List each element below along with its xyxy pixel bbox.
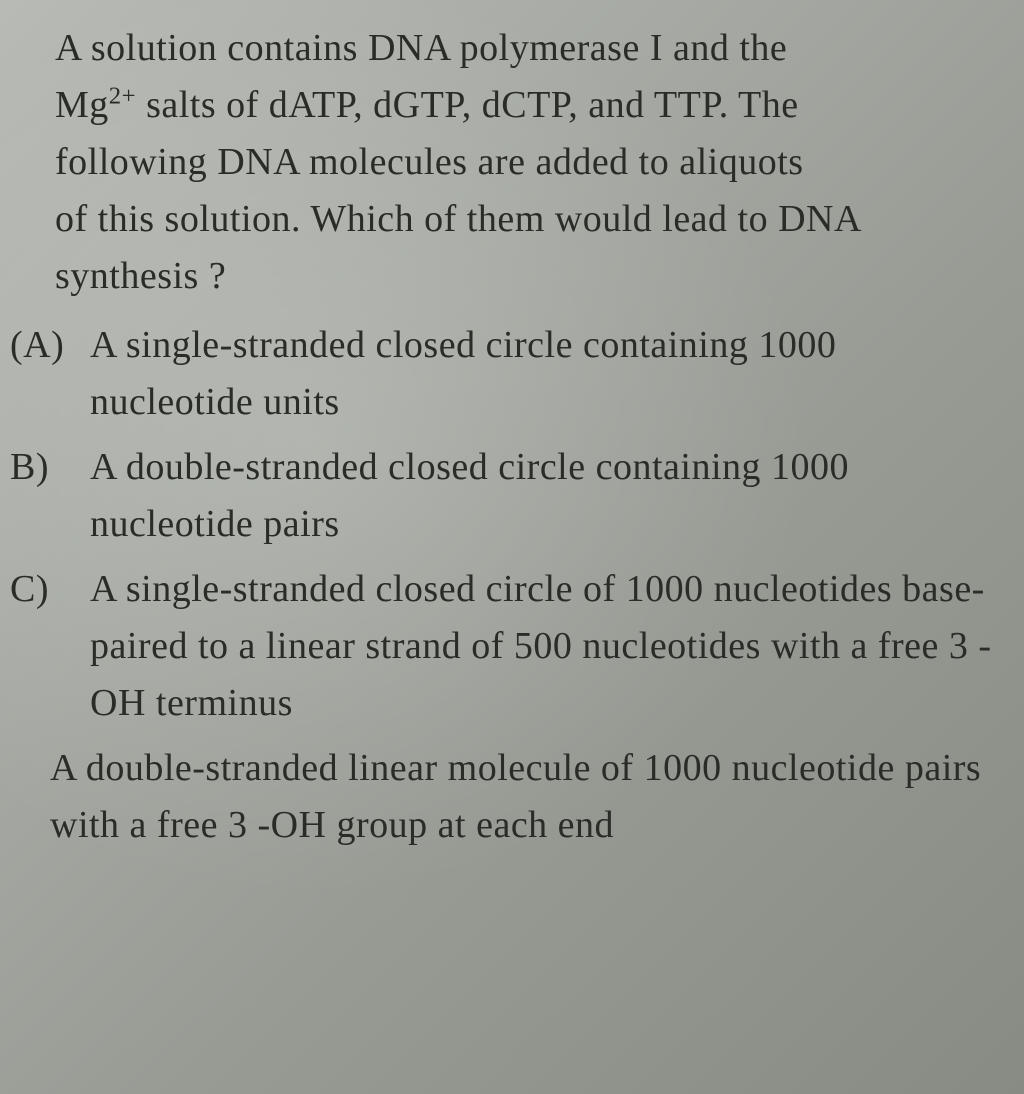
option-c-label: C) bbox=[10, 561, 90, 618]
question-line-5: synthesis ? bbox=[55, 255, 226, 297]
option-b-label: B) bbox=[10, 439, 90, 496]
mg-superscript: 2+ bbox=[109, 82, 136, 109]
question-line-2-post: salts of dATP, dGTP, dCTP, and TTP. The bbox=[136, 84, 799, 126]
question-line-3: following DNA molecules are added to ali… bbox=[55, 141, 804, 183]
option-b: B) A double-stranded closed circle conta… bbox=[10, 439, 994, 553]
option-d: A double-stranded linear molecule of 100… bbox=[10, 740, 994, 854]
question-line-2-pre: Mg bbox=[55, 84, 109, 126]
question-line-4: of this solution. Which of them would le… bbox=[55, 198, 862, 240]
document-content: A solution contains DNA polymerase I and… bbox=[10, 20, 994, 854]
option-c-text: A single-stranded closed circle of 1000 … bbox=[90, 561, 994, 732]
option-a-label: (A) bbox=[10, 317, 90, 374]
option-b-text: A double-stranded closed circle containi… bbox=[90, 439, 994, 553]
option-a-text: A single-stranded closed circle containi… bbox=[90, 317, 994, 431]
option-a: (A) A single-stranded closed circle cont… bbox=[10, 317, 994, 431]
option-d-text: A double-stranded linear molecule of 100… bbox=[50, 740, 994, 854]
question-line-1: A solution contains DNA polymerase I and… bbox=[55, 27, 787, 69]
option-c: C) A single-stranded closed circle of 10… bbox=[10, 561, 994, 732]
question-stem: A solution contains DNA polymerase I and… bbox=[10, 20, 994, 305]
